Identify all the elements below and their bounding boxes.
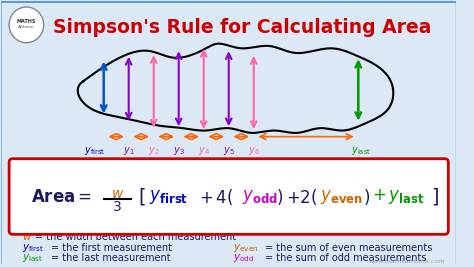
Text: $y_{\mathsf{first}}$: $y_{\mathsf{first}}$ [84,145,105,157]
Text: $+ \, y_{\mathbf{last}}$: $+ \, y_{\mathbf{last}}$ [372,187,424,206]
Text: www.mathsathome.com: www.mathsathome.com [368,259,445,264]
Text: = the width between each measurement: = the width between each measurement [36,232,237,242]
Text: $+ \, 4($: $+ \, 4($ [199,187,234,207]
Text: AtHome: AtHome [18,25,35,29]
FancyBboxPatch shape [9,159,448,234]
Circle shape [9,7,44,43]
Text: $y_5$: $y_5$ [223,145,235,157]
Text: $y_{\mathsf{last}}$: $y_{\mathsf{last}}$ [22,252,43,264]
Text: $y_{\mathsf{odd}}$: $y_{\mathsf{odd}}$ [233,252,255,264]
Text: $y_6$: $y_6$ [248,145,260,157]
Text: = the sum of even measurements: = the sum of even measurements [265,243,432,253]
Text: MATHS: MATHS [17,19,36,23]
Text: $3$: $3$ [112,200,122,214]
Text: $y_{\mathsf{last}}$: $y_{\mathsf{last}}$ [350,145,371,157]
Text: $w$: $w$ [22,232,32,242]
Text: $\mathbf{Area} = $: $\mathbf{Area} = $ [31,188,92,206]
Text: $y_{\mathsf{even}}$: $y_{\mathsf{even}}$ [233,242,259,254]
Text: $+2($: $+2($ [285,187,317,207]
Text: $)$: $)$ [363,187,370,207]
Text: $y_3$: $y_3$ [173,145,184,157]
Text: $y_{\mathbf{first}}$: $y_{\mathbf{first}}$ [149,188,188,206]
Text: $w$: $w$ [110,187,124,201]
Text: = the sum of odd measurements: = the sum of odd measurements [265,253,427,263]
Text: $y_1$: $y_1$ [123,145,135,157]
Text: Simpson's Rule for Calculating Area: Simpson's Rule for Calculating Area [53,18,431,37]
Text: $)$: $)$ [276,187,283,207]
Text: $y_4$: $y_4$ [198,145,210,157]
Text: $y_{\mathbf{even}}$: $y_{\mathbf{even}}$ [319,188,363,206]
Text: $y_2$: $y_2$ [148,145,159,157]
Text: = the last measurement: = the last measurement [51,253,171,263]
Text: $[$: $[$ [138,186,146,207]
Text: $y_{\mathsf{first}}$: $y_{\mathsf{first}}$ [22,242,44,254]
Text: $y_{\mathbf{odd}}$: $y_{\mathbf{odd}}$ [242,188,278,206]
Text: = the first measurement: = the first measurement [51,243,173,253]
Text: $]$: $]$ [431,186,439,207]
